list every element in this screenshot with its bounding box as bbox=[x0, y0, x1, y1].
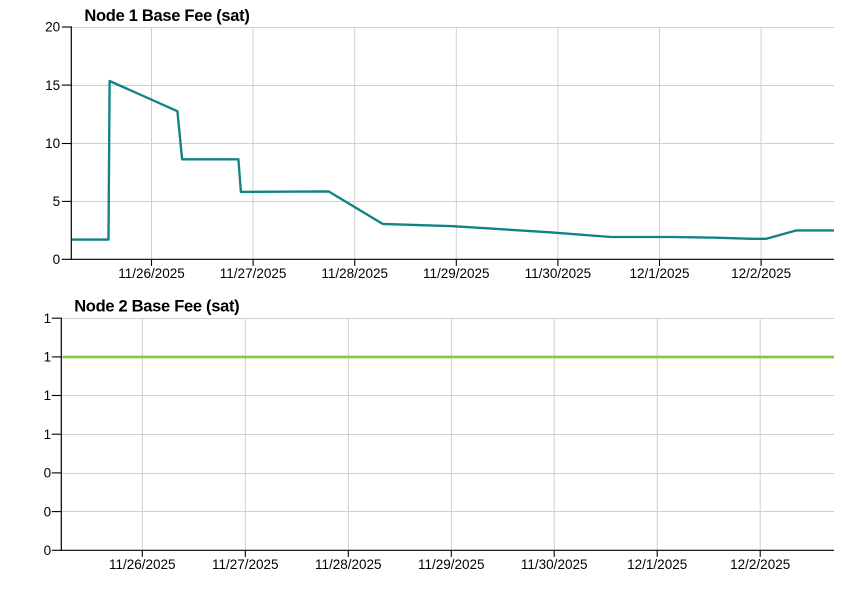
svg-text:11/26/2025: 11/26/2025 bbox=[109, 557, 176, 572]
svg-text:1: 1 bbox=[44, 388, 52, 403]
svg-text:0: 0 bbox=[44, 466, 52, 481]
svg-text:11/27/2025: 11/27/2025 bbox=[212, 557, 279, 572]
svg-text:11/28/2025: 11/28/2025 bbox=[315, 557, 382, 572]
svg-text:12/2/2025: 12/2/2025 bbox=[731, 266, 791, 281]
svg-text:15: 15 bbox=[45, 78, 60, 93]
svg-text:11/29/2025: 11/29/2025 bbox=[423, 266, 490, 281]
svg-text:Node 1 Base Fee (sat): Node 1 Base Fee (sat) bbox=[84, 7, 249, 25]
svg-text:11/26/2025: 11/26/2025 bbox=[118, 266, 185, 281]
svg-text:5: 5 bbox=[53, 194, 61, 209]
svg-text:12/1/2025: 12/1/2025 bbox=[627, 557, 687, 572]
svg-text:1: 1 bbox=[44, 311, 52, 326]
svg-text:11/27/2025: 11/27/2025 bbox=[220, 266, 287, 281]
svg-text:10: 10 bbox=[45, 136, 60, 151]
svg-text:12/1/2025: 12/1/2025 bbox=[629, 266, 689, 281]
svg-text:0: 0 bbox=[44, 543, 52, 558]
svg-text:11/30/2025: 11/30/2025 bbox=[525, 266, 592, 281]
svg-text:0: 0 bbox=[53, 252, 61, 267]
svg-text:11/28/2025: 11/28/2025 bbox=[321, 266, 388, 281]
svg-text:1: 1 bbox=[44, 350, 52, 365]
svg-text:0: 0 bbox=[44, 504, 52, 519]
svg-text:Node 2 Base Fee (sat): Node 2 Base Fee (sat) bbox=[74, 298, 239, 316]
svg-text:11/29/2025: 11/29/2025 bbox=[418, 557, 485, 572]
svg-text:12/2/2025: 12/2/2025 bbox=[730, 557, 790, 572]
svg-text:11/30/2025: 11/30/2025 bbox=[521, 557, 588, 572]
svg-text:20: 20 bbox=[45, 20, 60, 35]
svg-text:1: 1 bbox=[44, 427, 52, 442]
